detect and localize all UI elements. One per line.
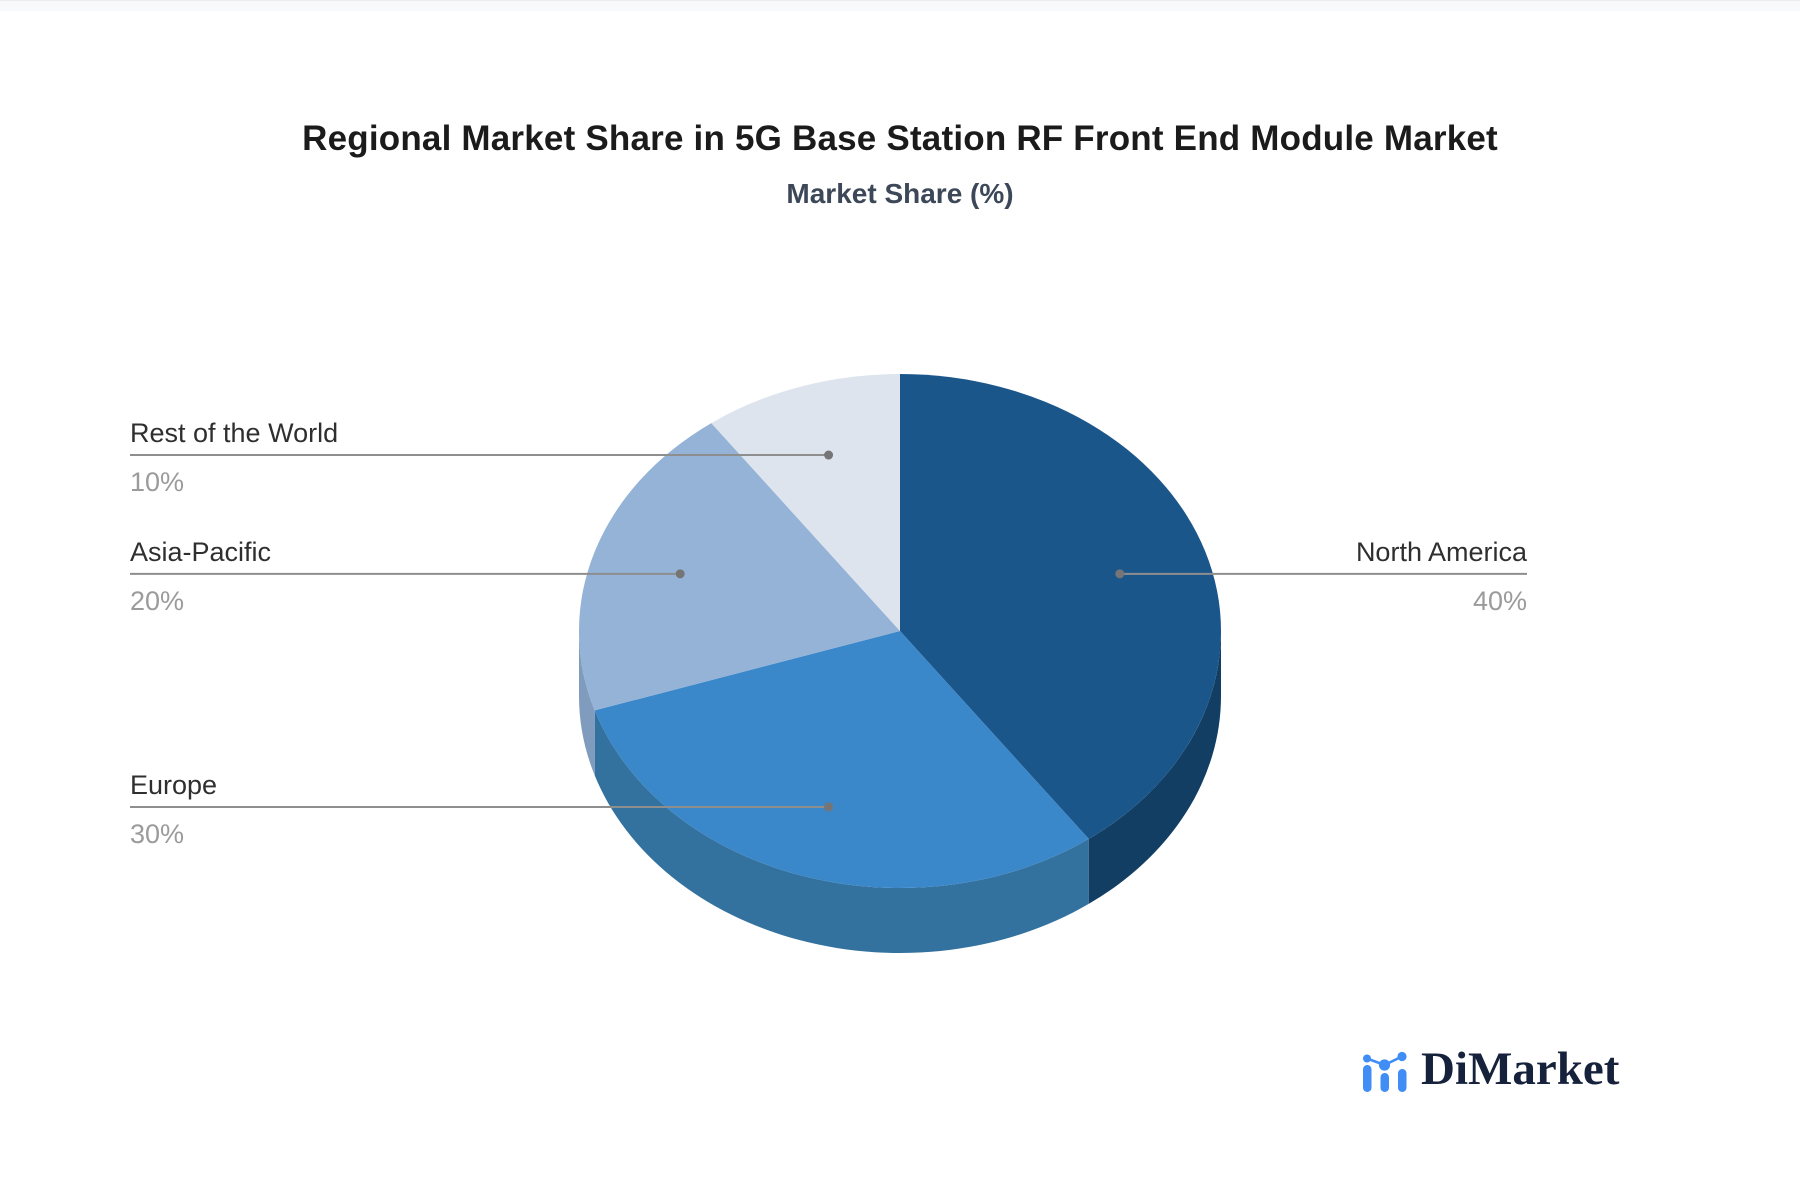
top-strip xyxy=(0,0,1800,11)
pie-slice-side xyxy=(594,710,1089,954)
leader-dot xyxy=(675,569,685,579)
leader-dot xyxy=(1115,569,1125,579)
slice-label: Europe xyxy=(130,770,217,800)
pie-slice[interactable] xyxy=(900,374,1222,839)
chart-subtitle: Market Share (%) xyxy=(786,178,1014,209)
slice-value: 30% xyxy=(130,819,184,849)
pie-slice[interactable] xyxy=(711,374,900,631)
pie-slice[interactable] xyxy=(594,631,1089,889)
pie-slice-side xyxy=(1088,631,1221,904)
pie-slice-side xyxy=(579,631,595,776)
slice-value: 10% xyxy=(130,467,184,497)
brand-name: DiMarket xyxy=(1421,1043,1620,1095)
slice-label: Asia-Pacific xyxy=(130,537,271,567)
slice-value: 40% xyxy=(1473,586,1527,616)
pie-slice[interactable] xyxy=(578,423,900,711)
leader-dot xyxy=(824,450,834,460)
page-title: Regional Market Share in 5G Base Station… xyxy=(302,119,1498,158)
slice-value: 20% xyxy=(130,586,184,616)
slice-label: North America xyxy=(1356,537,1528,567)
slice-label: Rest of the World xyxy=(130,418,338,448)
brand-logo: DiMarket xyxy=(1360,1042,1619,1094)
leader-dot xyxy=(824,802,834,812)
bar-line-chart-icon xyxy=(1363,1051,1407,1092)
